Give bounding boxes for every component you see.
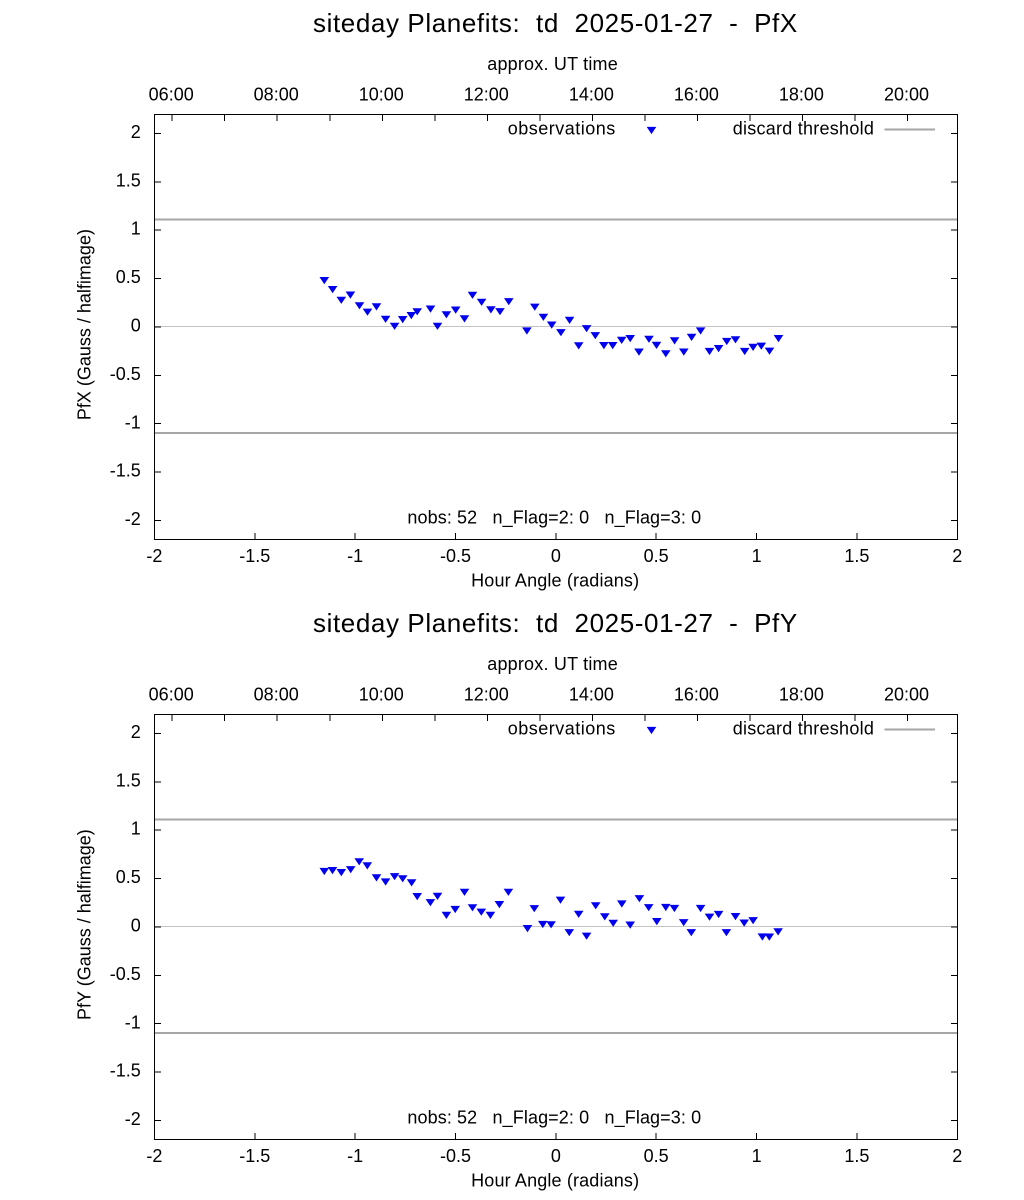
svg-text:1: 1 — [131, 219, 141, 239]
svg-text:siteday Planefits: td 2025-0: siteday Planefits: td 2025-01-27 - PfY — [313, 608, 798, 638]
svg-text:2: 2 — [131, 722, 141, 742]
svg-text:-1: -1 — [347, 546, 363, 566]
svg-text:10:00: 10:00 — [359, 84, 404, 104]
svg-text:0.5: 0.5 — [116, 267, 141, 287]
svg-text:14:00: 14:00 — [569, 684, 614, 704]
svg-text:-1.5: -1.5 — [239, 1146, 270, 1166]
svg-text:1: 1 — [131, 819, 141, 839]
svg-text:18:00: 18:00 — [779, 684, 824, 704]
svg-text:-2: -2 — [125, 1109, 141, 1129]
svg-text:1: 1 — [752, 1146, 762, 1166]
svg-text:-0.5: -0.5 — [440, 546, 471, 566]
svg-text:16:00: 16:00 — [674, 84, 719, 104]
svg-text:1.5: 1.5 — [844, 1146, 869, 1166]
svg-text:observations: observations — [508, 719, 616, 739]
svg-text:Hour Angle (radians): Hour Angle (radians) — [471, 1171, 639, 1191]
svg-text:nobs: 52 n_Flag=2: 0 n_Fla: nobs: 52 n_Flag=2: 0 n_Flag=3: 0 — [407, 508, 701, 529]
svg-text:-1.5: -1.5 — [110, 1061, 141, 1081]
svg-text:observations: observations — [508, 119, 616, 139]
svg-text:0: 0 — [131, 316, 141, 336]
svg-text:-0.5: -0.5 — [440, 1146, 471, 1166]
svg-text:14:00: 14:00 — [569, 84, 614, 104]
svg-text:0: 0 — [131, 916, 141, 936]
svg-text:0.5: 0.5 — [644, 546, 669, 566]
svg-text:08:00: 08:00 — [254, 84, 299, 104]
svg-text:0: 0 — [551, 546, 561, 566]
svg-text:1: 1 — [752, 546, 762, 566]
svg-text:-1.5: -1.5 — [239, 546, 270, 566]
svg-text:06:00: 06:00 — [149, 684, 194, 704]
svg-text:1.5: 1.5 — [844, 546, 869, 566]
svg-text:discard threshold: discard threshold — [733, 719, 874, 739]
svg-text:-2: -2 — [146, 546, 162, 566]
svg-text:0.5: 0.5 — [644, 1146, 669, 1166]
svg-text:-1: -1 — [125, 412, 141, 432]
svg-text:12:00: 12:00 — [464, 684, 509, 704]
svg-text:siteday Planefits: td 2025-0: siteday Planefits: td 2025-01-27 - PfX — [313, 8, 798, 38]
svg-text:20:00: 20:00 — [884, 684, 929, 704]
svg-text:nobs: 52 n_Flag=2: 0 n_Fla: nobs: 52 n_Flag=2: 0 n_Flag=3: 0 — [407, 1108, 701, 1129]
svg-text:2: 2 — [952, 546, 962, 566]
svg-text:0.5: 0.5 — [116, 867, 141, 887]
svg-text:-2: -2 — [125, 509, 141, 529]
svg-text:Hour Angle (radians): Hour Angle (radians) — [471, 571, 639, 591]
svg-text:PfX (Gauss / halfimage): PfX (Gauss / halfimage) — [75, 229, 95, 420]
svg-text:-1: -1 — [347, 1146, 363, 1166]
svg-text:2: 2 — [952, 1146, 962, 1166]
svg-text:2: 2 — [131, 122, 141, 142]
svg-text:08:00: 08:00 — [254, 684, 299, 704]
svg-text:0: 0 — [551, 1146, 561, 1166]
svg-text:approx. UT time: approx. UT time — [487, 654, 618, 674]
svg-text:-0.5: -0.5 — [110, 964, 141, 984]
svg-text:-2: -2 — [146, 1146, 162, 1166]
svg-text:-1: -1 — [125, 1012, 141, 1032]
svg-text:16:00: 16:00 — [674, 684, 719, 704]
svg-text:1.5: 1.5 — [116, 170, 141, 190]
svg-text:1.5: 1.5 — [116, 770, 141, 790]
svg-text:18:00: 18:00 — [779, 84, 824, 104]
svg-text:10:00: 10:00 — [359, 684, 404, 704]
svg-text:PfY (Gauss / halfimage): PfY (Gauss / halfimage) — [75, 829, 95, 1020]
svg-text:-1.5: -1.5 — [110, 461, 141, 481]
svg-text:-0.5: -0.5 — [110, 364, 141, 384]
svg-text:12:00: 12:00 — [464, 84, 509, 104]
svg-text:20:00: 20:00 — [884, 84, 929, 104]
svg-text:approx. UT time: approx. UT time — [487, 54, 618, 74]
svg-text:06:00: 06:00 — [149, 84, 194, 104]
svg-text:discard threshold: discard threshold — [733, 119, 874, 139]
